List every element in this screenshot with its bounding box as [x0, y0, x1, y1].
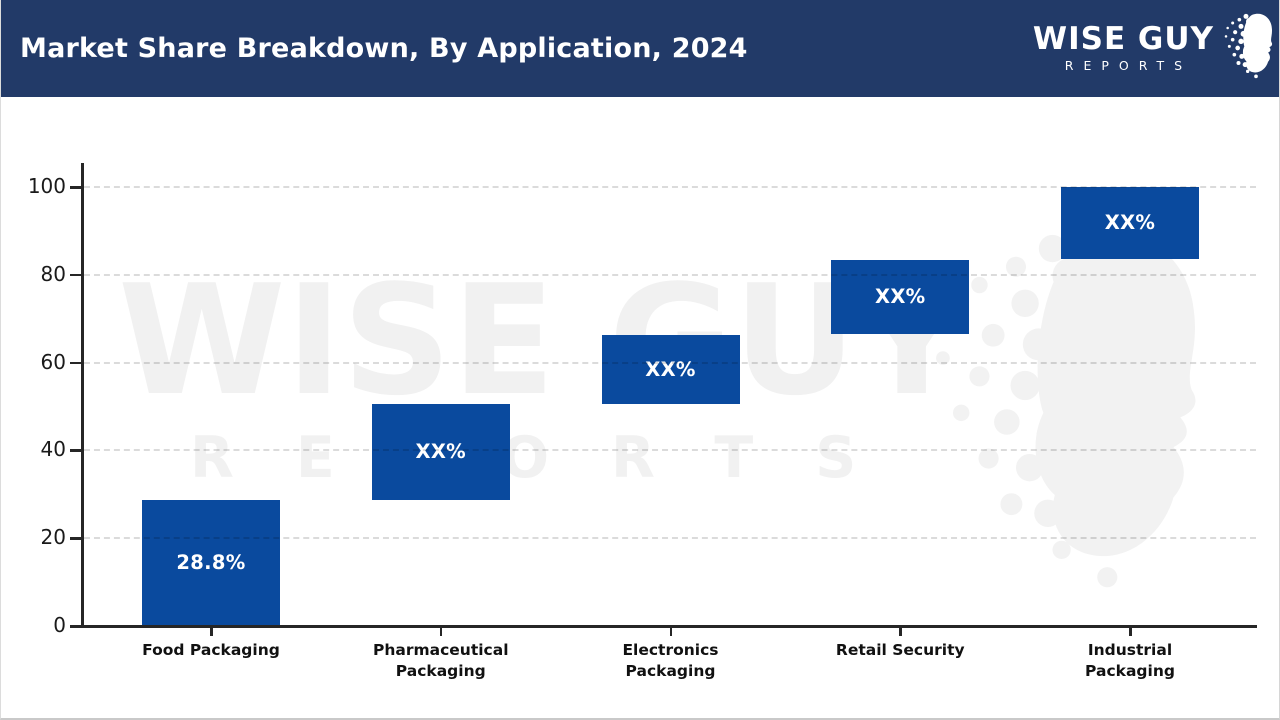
page-title: Market Share Breakdown, By Application, … [20, 33, 748, 64]
x-tick-label-2: Electronics Packaging [561, 640, 781, 682]
gridline-100 [84, 186, 1256, 188]
y-tick-0 [70, 625, 82, 628]
y-tick-label-80: 80 [40, 261, 66, 286]
category-label-line: Electronics [622, 641, 719, 659]
x-tick-3 [899, 627, 902, 636]
bar-value-label: 28.8% [176, 551, 246, 575]
bar-retail-security: XX% [831, 259, 970, 335]
x-tick-label-1: Pharmaceutical Packaging [331, 640, 551, 682]
x-tick-4 [1129, 627, 1132, 636]
y-tick-label-40: 40 [40, 437, 66, 462]
bar-value-label: XX% [645, 357, 696, 381]
y-tick-label-60: 60 [40, 349, 66, 374]
category-label-line: Pharmaceutical [372, 641, 509, 659]
y-tick-100 [70, 186, 82, 189]
x-tick-label-0: Food Packaging [101, 640, 321, 661]
y-tick-40 [70, 449, 82, 452]
x-tick-1 [439, 627, 443, 636]
logo-text: WISE GUY REPORTS [1033, 23, 1214, 74]
bar-value-label: XX% [874, 285, 926, 309]
header: Market Share Breakdown, By Application, … [0, 0, 1280, 97]
y-tick-label-100: 100 [27, 174, 66, 198]
gridline-80 [84, 273, 1256, 276]
y-tick-60 [70, 361, 82, 365]
y-tick-label-0: 0 [53, 613, 66, 637]
logo-reports-label: REPORTS [1064, 58, 1193, 73]
y-tick-80 [70, 273, 82, 277]
logo-wiseguy-label: WISE GUY [1032, 21, 1214, 57]
bar-pharmaceutical-packaging: XX% [371, 403, 510, 500]
y-axis-line [81, 163, 84, 627]
gridline-20 [84, 537, 1256, 540]
bar-electronics-packaging: XX% [601, 334, 740, 404]
category-label-line: Packaging [1085, 662, 1175, 680]
bar-value-label: XX% [415, 440, 466, 464]
category-label-line: Packaging [395, 662, 486, 680]
gridline-40 [84, 449, 1256, 452]
logo-face-icon [1224, 13, 1273, 78]
wise-guy-reports-logo: WISE GUY REPORTS [1033, 0, 1280, 97]
category-label-line: Food Packaging [142, 641, 280, 659]
y-tick-label-20: 20 [40, 525, 66, 550]
x-tick-label-3: Retail Security [790, 640, 1010, 661]
category-label-line: Retail Security [835, 641, 965, 659]
bar-industrial-packaging: XX% [1061, 187, 1199, 259]
bar-value-label: XX% [1104, 211, 1156, 235]
category-label-line: Packaging [625, 662, 716, 680]
x-tick-0 [210, 627, 213, 636]
x-axis-line [81, 625, 1257, 628]
category-label-line: Industrial [1087, 641, 1173, 659]
x-tick-2 [669, 627, 672, 636]
bar-food-packaging: 28.8% [142, 499, 280, 626]
y-tick-20 [70, 537, 82, 540]
gridline-60 [84, 361, 1256, 364]
x-tick-label-4: Industrial Packaging [1020, 640, 1240, 682]
